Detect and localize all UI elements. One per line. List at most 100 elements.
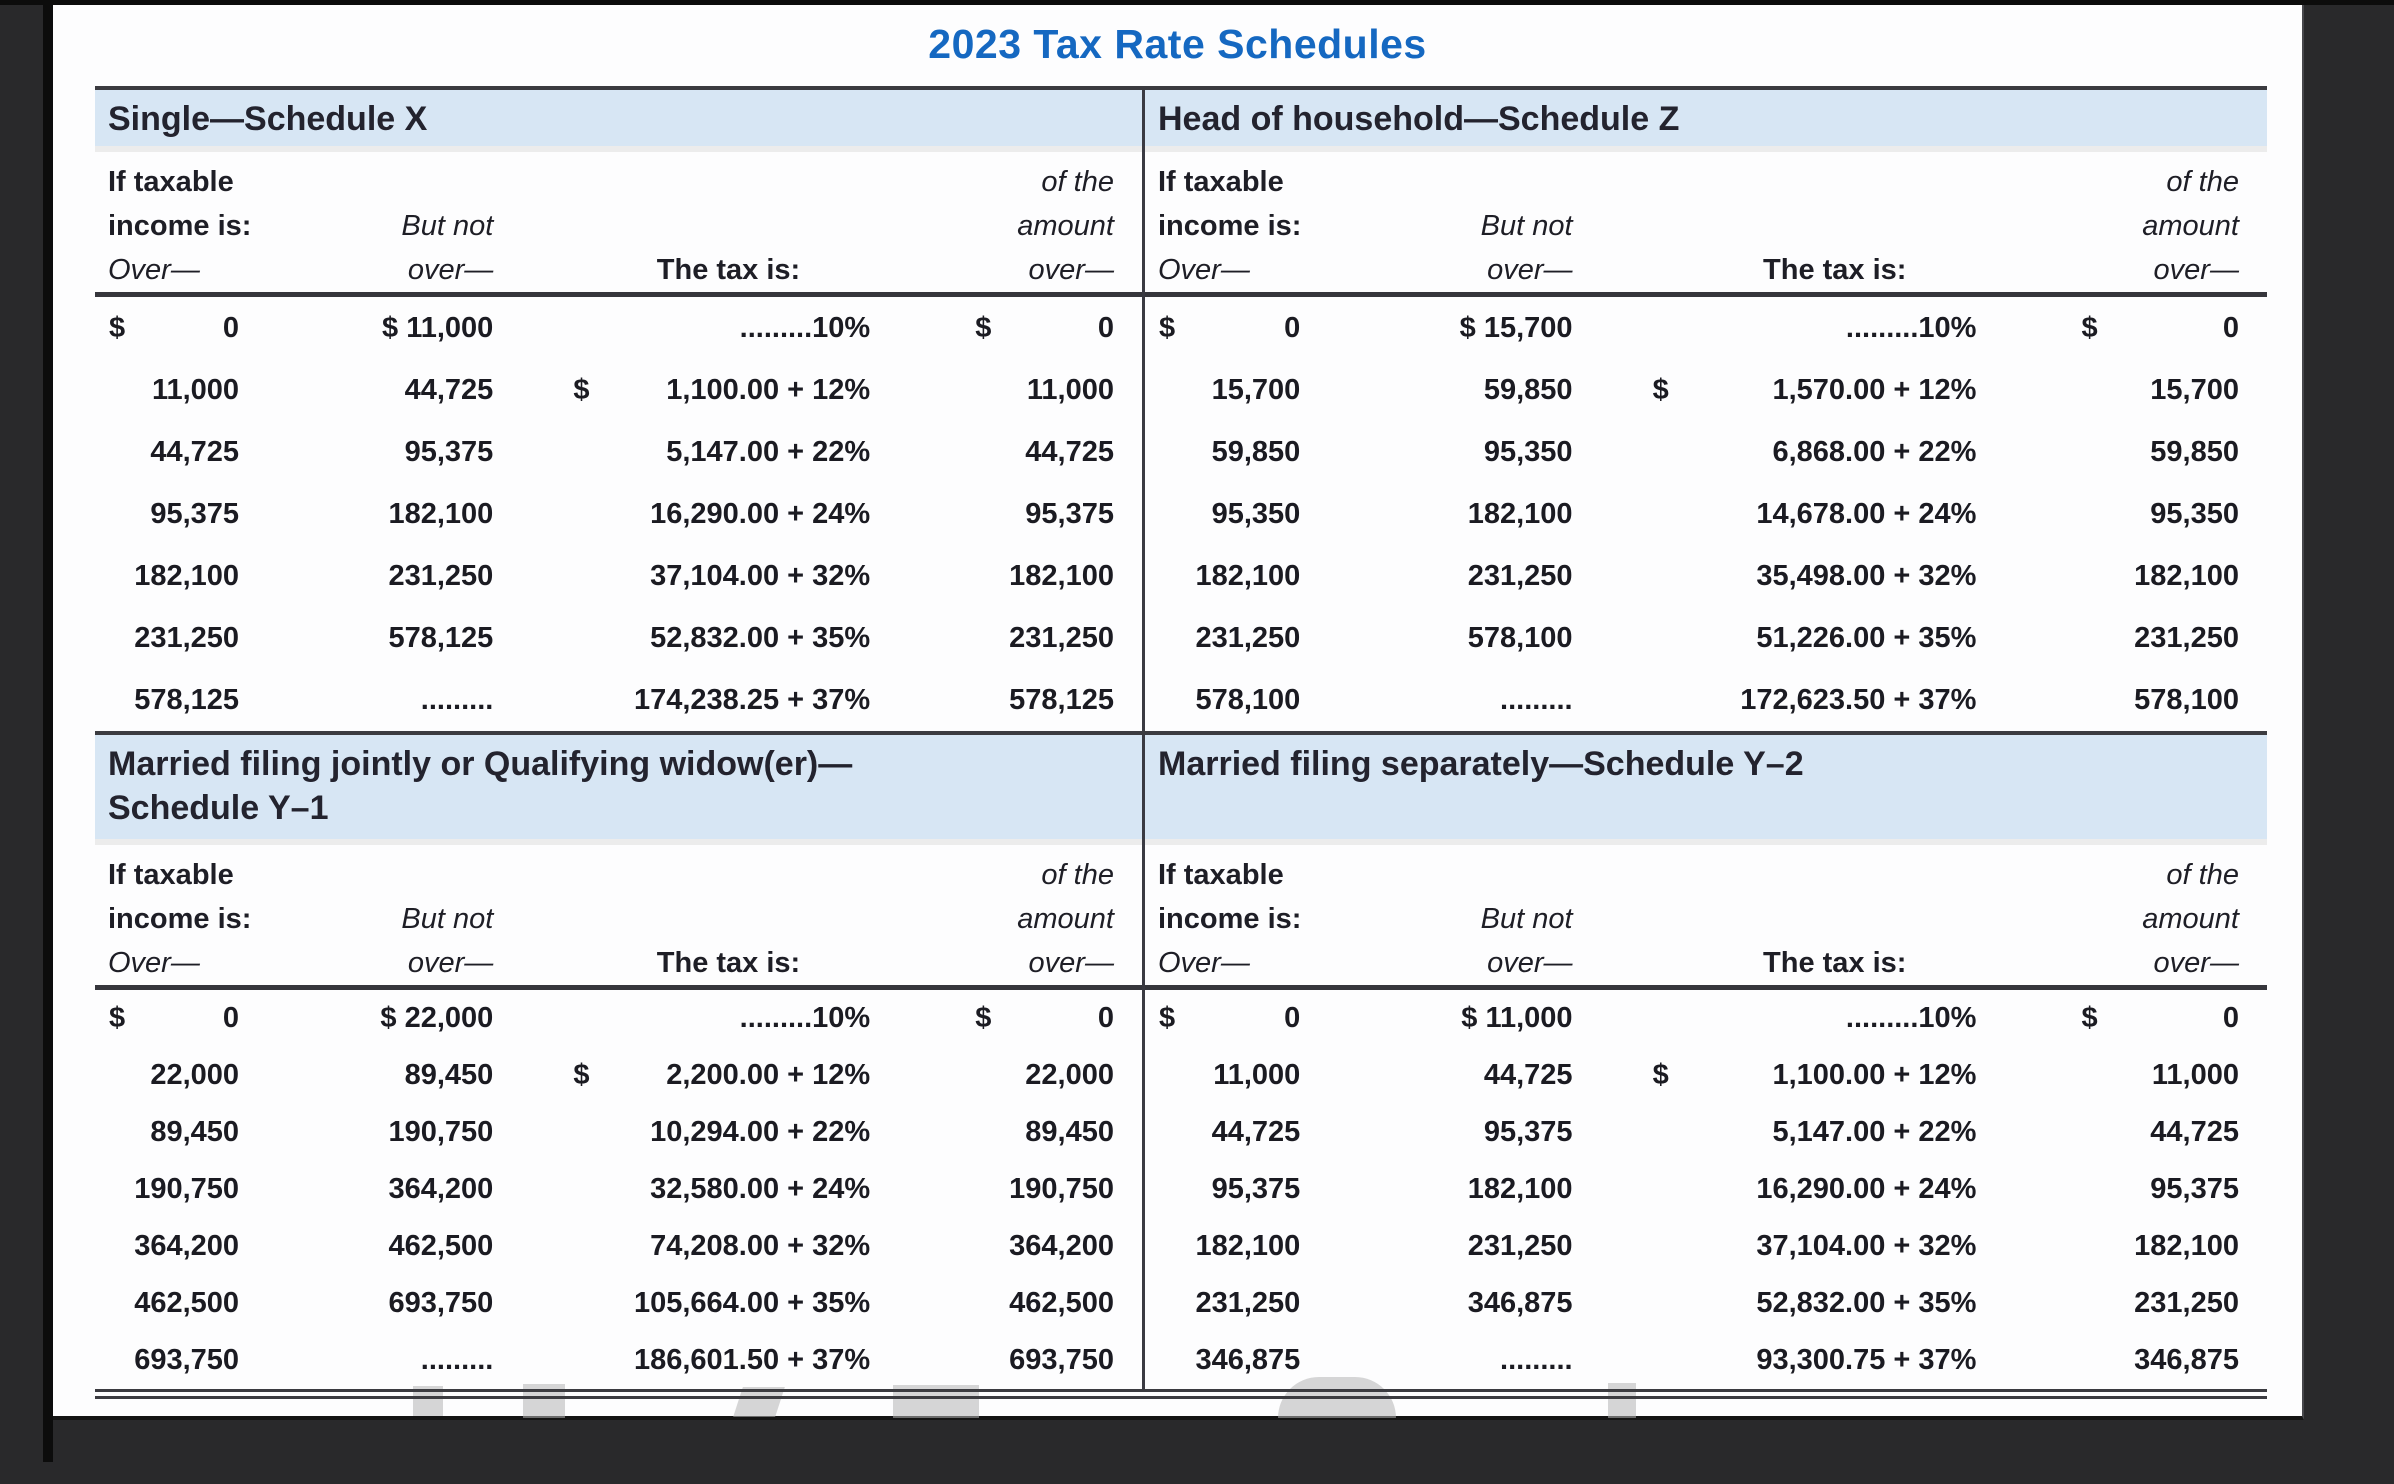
but-not-over-value: 231,250 xyxy=(388,559,494,592)
cell-but-not-over: ......... xyxy=(252,1344,503,1377)
cell-amount-over: $ 0 xyxy=(880,1002,1142,1035)
cell-but-not-over: 182,100 xyxy=(1313,1173,1582,1206)
amount-over-value: 11,000 xyxy=(1026,373,1114,406)
amount-over-value: 0 xyxy=(1097,311,1114,344)
col-header-but-not-over: But not over— xyxy=(252,160,503,292)
cell-but-not-over: 59,850 xyxy=(1313,374,1582,407)
cell-over: 231,250 xyxy=(1145,622,1313,655)
cell-tax: 37,104.00 + 32% xyxy=(503,560,880,593)
header-the-tax-is: The tax is: xyxy=(1763,947,1907,979)
schedule-rows: $ 0 $ 22,000 .........10% $ 0 22,000 89,… xyxy=(95,985,1142,1389)
cell-amount-over: 182,100 xyxy=(1986,560,2267,593)
cell-amount-over: 462,500 xyxy=(880,1287,1142,1320)
header-over-mid: over— xyxy=(407,254,494,286)
cell-amount-over: 190,750 xyxy=(880,1173,1142,1206)
header-over-right: over— xyxy=(2153,947,2239,979)
cell-but-not-over: 182,100 xyxy=(252,498,503,531)
over-value: 95,350 xyxy=(1211,497,1301,530)
column-headers: If taxable income is: Over— But not over… xyxy=(1145,152,2267,292)
cell-tax: 16,290.00 + 24% xyxy=(503,498,880,531)
cell-tax: 35,498.00 + 32% xyxy=(1583,560,1987,593)
table-row: 182,100 231,250 37,104.00 + 32% 182,100 xyxy=(95,545,1142,607)
cell-over: $ 0 xyxy=(95,312,252,345)
cell-tax: 174,238.25 + 37% xyxy=(503,684,880,717)
cell-over: 89,450 xyxy=(95,1116,252,1149)
cell-over: 59,850 xyxy=(1145,436,1313,469)
but-not-over-value: $ 15,700 xyxy=(1459,311,1573,344)
but-not-over-value: 190,750 xyxy=(388,1116,494,1148)
tax-value: 1,100.00 + 12% xyxy=(1772,1059,1977,1091)
tax-value: 2,200.00 + 12% xyxy=(666,1059,871,1091)
amount-over-value: 0 xyxy=(2222,1002,2239,1034)
cell-over: 231,250 xyxy=(95,622,252,655)
bottom-schedules-section: Married filing jointly or Qualifying wid… xyxy=(95,731,2267,1389)
header-over-right: over— xyxy=(1028,254,1114,286)
watermark-fragment xyxy=(1608,1383,1636,1418)
cell-tax: 74,208.00 + 32% xyxy=(503,1230,880,1263)
over-value: 11,000 xyxy=(1213,1059,1301,1091)
header-over: Over— xyxy=(1158,947,1250,979)
cell-but-not-over: ......... xyxy=(252,684,503,717)
header-of-the: of the xyxy=(2166,166,2239,198)
header-over-mid: over— xyxy=(1487,254,1573,286)
col-header-of-amount-over: of the amount over— xyxy=(1986,160,2267,292)
header-if-taxable: If taxable xyxy=(108,859,234,891)
cell-but-not-over: 578,100 xyxy=(1313,622,1582,655)
but-not-over-value: 89,450 xyxy=(404,1059,494,1091)
cell-over: 15,700 xyxy=(1145,374,1313,407)
cell-over: 95,375 xyxy=(1145,1173,1313,1206)
tax-value: .........10% xyxy=(1845,1002,1977,1034)
but-not-over-value: $ 11,000 xyxy=(1461,1002,1573,1034)
but-not-over-value: ......... xyxy=(420,1344,494,1376)
table-row: 95,375 182,100 16,290.00 + 24% 95,375 xyxy=(95,483,1142,545)
but-not-over-value: 44,725 xyxy=(404,373,494,406)
table-row: 462,500 693,750 105,664.00 + 35% 462,500 xyxy=(95,1275,1142,1332)
cell-amount-over: 182,100 xyxy=(880,560,1142,593)
cell-amount-over: 231,250 xyxy=(880,622,1142,655)
amount-over-value: 462,500 xyxy=(1009,1287,1114,1319)
cell-but-not-over: 95,375 xyxy=(1313,1116,1582,1149)
schedule-header-band: Head of household—Schedule Z xyxy=(1145,90,2267,152)
header-of-the: of the xyxy=(2166,859,2239,891)
schedule-married-separately-y2: Married filing separately—Schedule Y–2 I… xyxy=(1142,735,2267,1389)
over-value: 0 xyxy=(1284,311,1301,344)
table-row: 22,000 89,450 $ 2,200.00 + 12% 22,000 xyxy=(95,1047,1142,1104)
table-row: $ 0 $ 11,000 .........10% $ 0 xyxy=(1145,990,2267,1047)
cell-amount-over: 89,450 xyxy=(880,1116,1142,1149)
tax-value: 16,290.00 + 24% xyxy=(650,497,871,530)
over-value: 231,250 xyxy=(134,621,240,654)
cell-tax: 93,300.75 + 37% xyxy=(1583,1344,1987,1377)
table-row: 11,000 44,725 $ 1,100.00 + 12% 11,000 xyxy=(95,359,1142,421)
header-over-right: over— xyxy=(2153,254,2239,286)
cell-but-not-over: 693,750 xyxy=(252,1287,503,1320)
cell-over: 95,375 xyxy=(95,498,252,531)
frame-top-edge xyxy=(0,0,2394,5)
cell-amount-over: 22,000 xyxy=(880,1059,1142,1092)
cell-tax: $ 1,570.00 + 12% xyxy=(1583,374,1987,407)
cell-amount-over: 11,000 xyxy=(1986,1059,2267,1092)
amount-over-value: 95,375 xyxy=(2150,1173,2239,1205)
over-value: 182,100 xyxy=(1195,1230,1301,1262)
over-value: 364,200 xyxy=(134,1230,240,1262)
amount-over-value: 182,100 xyxy=(2134,559,2239,592)
over-value: 693,750 xyxy=(134,1344,240,1376)
but-not-over-value: 231,250 xyxy=(1467,1230,1573,1262)
cell-tax: .........10% xyxy=(1583,312,1987,345)
schedule-title: Head of household—Schedule Z xyxy=(1158,100,1680,138)
cell-but-not-over: 190,750 xyxy=(252,1116,503,1149)
amount-over-value: 693,750 xyxy=(1009,1344,1114,1376)
table-row: 44,725 95,375 5,147.00 + 22% 44,725 xyxy=(1145,1104,2267,1161)
schedule-title: Married filing jointly or Qualifying wid… xyxy=(108,745,853,783)
over-value: 95,375 xyxy=(1211,1173,1301,1205)
cell-tax: 16,290.00 + 24% xyxy=(1583,1173,1987,1206)
cell-over: 182,100 xyxy=(95,560,252,593)
amount-over-value: 22,000 xyxy=(1025,1059,1114,1091)
table-row: 190,750 364,200 32,580.00 + 24% 190,750 xyxy=(95,1161,1142,1218)
dollar-sign: $ xyxy=(975,1002,992,1034)
cell-amount-over: 578,125 xyxy=(880,684,1142,717)
cell-over: 231,250 xyxy=(1145,1287,1313,1320)
amount-over-value: 95,375 xyxy=(1025,497,1114,530)
cell-amount-over: 346,875 xyxy=(1986,1344,2267,1377)
but-not-over-value: ......... xyxy=(1500,1344,1573,1376)
tax-value: 5,147.00 + 22% xyxy=(666,435,871,468)
